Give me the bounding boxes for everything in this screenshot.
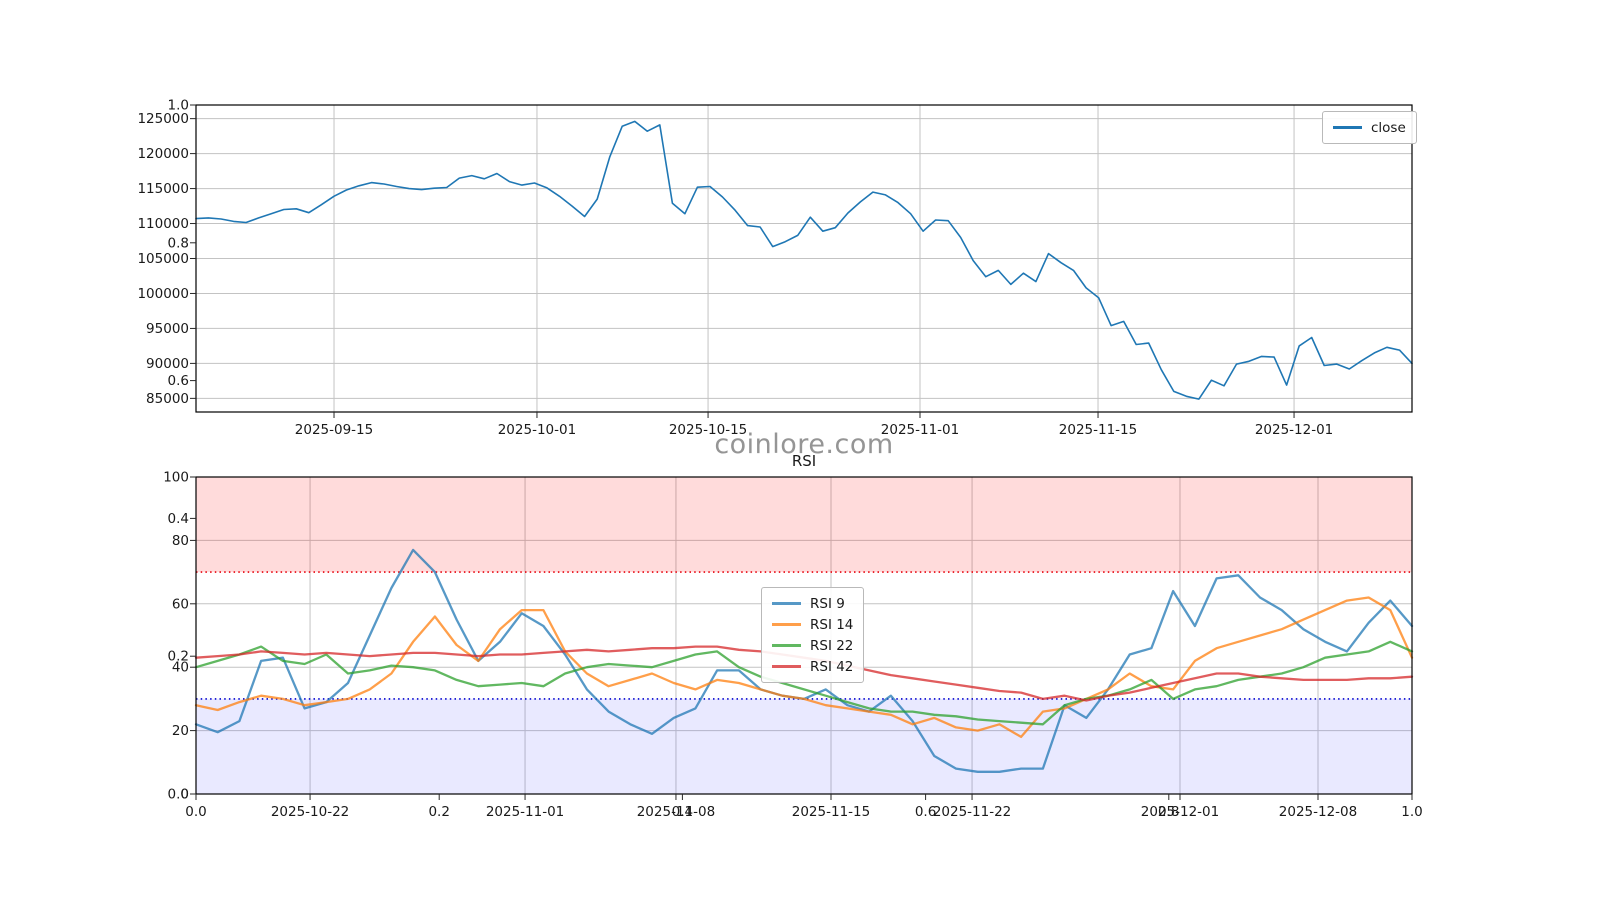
y-tick-label: 60 xyxy=(172,596,189,612)
x-tick-label: 2025-11-01 xyxy=(881,422,959,438)
x-tick-label: 2025-12-01 xyxy=(1141,804,1219,820)
hidden-axis-y-label: 0.2 xyxy=(168,649,189,665)
hidden-axis-y-label: 0.6 xyxy=(168,373,189,389)
price-legend: close xyxy=(1322,111,1417,144)
y-tick-label: 120000 xyxy=(137,146,189,162)
x-tick-label: 2025-11-01 xyxy=(486,804,564,820)
y-tick-label: 100 xyxy=(163,470,189,486)
hidden-axis-x-label: 0.6 xyxy=(915,804,936,820)
hidden-axis-y-label: 0.4 xyxy=(168,511,189,527)
overbought-band xyxy=(196,477,1412,573)
legend-item: close xyxy=(1333,117,1406,138)
legend-item: RSI 14 xyxy=(772,614,853,635)
x-tick-label: 2025-11-15 xyxy=(792,804,870,820)
y-tick-label: 110000 xyxy=(137,216,189,232)
hidden-axis-y-label: 0.8 xyxy=(168,235,189,251)
x-tick-label: 2025-12-08 xyxy=(1279,804,1357,820)
y-tick-label: 100000 xyxy=(137,286,189,302)
hidden-axis-x-label: 0.0 xyxy=(185,804,206,820)
hidden-axis-x-label: 0.2 xyxy=(428,804,449,820)
x-tick-label: 2025-11-22 xyxy=(933,804,1011,820)
legend-item: RSI 22 xyxy=(772,635,853,656)
y-tick-label: 80 xyxy=(172,533,189,549)
rsi14-line xyxy=(194,596,1414,739)
legend-label: RSI 9 xyxy=(810,595,845,612)
legend-label: RSI 14 xyxy=(810,616,854,633)
y-tick-label: 20 xyxy=(172,723,189,739)
legend-item: RSI 9 xyxy=(772,593,853,614)
watermark-text: coinlore.com xyxy=(714,429,894,460)
x-tick-label: 2025-10-15 xyxy=(669,422,747,438)
x-tick-label: 2025-11-15 xyxy=(1059,422,1137,438)
legend-line-swatch xyxy=(772,644,801,647)
hidden-axis-x-label: 0.8 xyxy=(1158,804,1179,820)
legend-item: RSI 42 xyxy=(772,656,853,677)
legend-label: close xyxy=(1371,119,1406,136)
y-tick-label: 95000 xyxy=(146,321,189,337)
legend-line-swatch xyxy=(772,602,801,605)
x-tick-label: 2025-12-01 xyxy=(1255,422,1333,438)
y-tick-label: 90000 xyxy=(146,356,189,372)
rsi22-line xyxy=(194,640,1414,726)
y-tick-label: 85000 xyxy=(146,391,189,407)
axes-spines xyxy=(195,476,1413,795)
y-tick-label: 40 xyxy=(172,660,189,676)
x-tick-label: 2025-10-22 xyxy=(271,804,349,820)
legend-line-swatch xyxy=(1333,126,1362,129)
rsi-legend: RSI 9 RSI 14 RSI 22 RSI 42 xyxy=(761,587,865,683)
y-tick-label: 125000 xyxy=(137,111,189,127)
y-tick-label: 115000 xyxy=(137,181,189,197)
legend-line-swatch xyxy=(772,665,801,668)
legend-label: RSI 42 xyxy=(810,658,854,675)
legend-label: RSI 22 xyxy=(810,637,854,654)
close-line xyxy=(195,120,1413,400)
hidden-axis-y-label: 1.0 xyxy=(168,98,189,114)
x-tick-label: 2025-09-15 xyxy=(295,422,373,438)
x-tick-label: 2025-11-08 xyxy=(637,804,715,820)
rsi-panel-title: RSI xyxy=(791,452,817,470)
legend-line-swatch xyxy=(772,623,801,626)
x-tick-label: 2025-10-01 xyxy=(498,422,576,438)
oversold-band xyxy=(196,698,1412,794)
hidden-axis-x-label: 0.4 xyxy=(672,804,693,820)
hidden-axis-y-label: 0.0 xyxy=(168,787,189,803)
y-tick-label: 105000 xyxy=(137,251,189,267)
hidden-axis-x-label: 1.0 xyxy=(1401,804,1422,820)
y-tick-label: 0 xyxy=(180,787,189,803)
